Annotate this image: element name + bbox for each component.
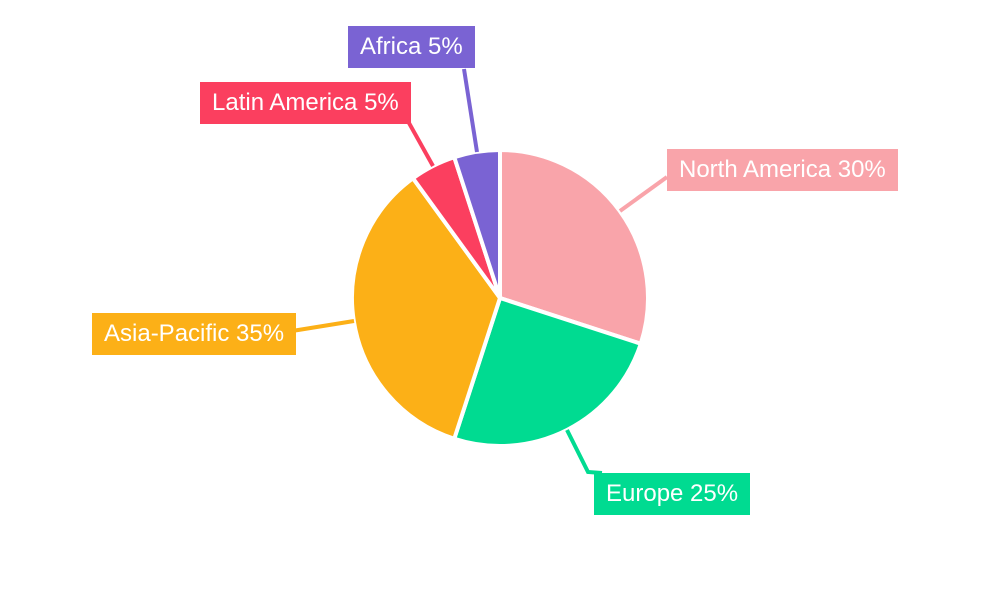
pie-label-asia-pacific: Asia-Pacific 35%	[92, 313, 297, 355]
pie-slice-europe[interactable]	[452, 296, 643, 448]
pie-label-africa: Africa 5%	[348, 26, 475, 68]
leader-line-asia-pacific	[291, 319, 355, 333]
pie-label-north-america: North America 30%	[667, 149, 898, 191]
leader-line-latin-america	[407, 122, 435, 167]
pie-label-latin-america: Latin America 5%	[200, 82, 411, 124]
leader-line-north-america	[618, 175, 669, 213]
leader-line-europe	[565, 429, 603, 475]
leader-line-africa	[462, 68, 479, 153]
pie-label-europe: Europe 25%	[594, 473, 751, 515]
pie-slice-north-america[interactable]	[498, 148, 650, 346]
